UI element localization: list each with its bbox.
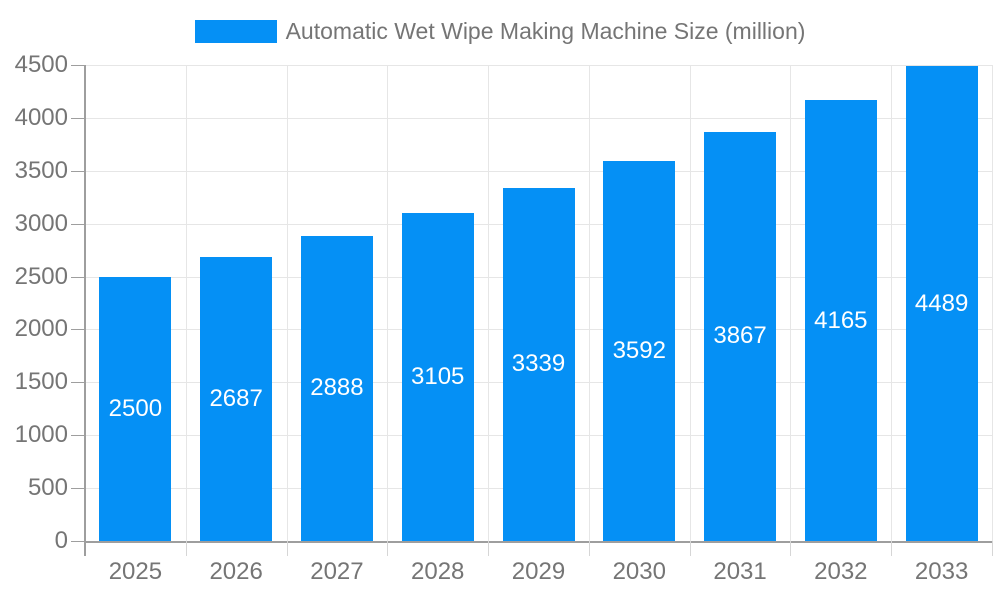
x-axis-tick bbox=[588, 541, 590, 556]
x-axis-label-2028: 2028 bbox=[411, 558, 465, 585]
legend-swatch-icon bbox=[194, 19, 277, 43]
y-axis-tick bbox=[71, 329, 85, 331]
bar-value-label-2031: 3867 bbox=[713, 322, 767, 350]
y-axis-label: 2000 bbox=[14, 315, 68, 343]
y-axis-tick bbox=[71, 435, 85, 437]
x-axis-tick bbox=[790, 541, 792, 556]
y-axis-tick bbox=[71, 488, 85, 490]
gridline-vertical bbox=[689, 65, 691, 541]
gridline-vertical bbox=[488, 65, 490, 541]
y-axis-tick bbox=[71, 276, 85, 278]
y-axis-tick bbox=[71, 382, 85, 384]
gridline-vertical bbox=[185, 65, 187, 541]
y-axis-label: 500 bbox=[27, 474, 68, 502]
bar-2027[interactable] bbox=[300, 235, 373, 541]
y-axis-tick bbox=[71, 170, 85, 172]
bar-2026[interactable] bbox=[200, 256, 273, 541]
x-axis-label-2025: 2025 bbox=[108, 558, 163, 585]
x-axis-tick bbox=[488, 541, 490, 556]
gridline-vertical bbox=[891, 65, 893, 541]
bar-2029[interactable] bbox=[502, 187, 575, 541]
x-axis-label-2033: 2033 bbox=[914, 558, 969, 585]
bar-value-label-2033: 4489 bbox=[914, 289, 969, 317]
y-axis-label: 1000 bbox=[14, 421, 68, 449]
y-axis-tick bbox=[71, 117, 85, 119]
y-axis-label: 0 bbox=[54, 527, 68, 554]
bar-2025[interactable] bbox=[99, 276, 172, 541]
x-axis-label-2029: 2029 bbox=[511, 558, 566, 585]
gridline-horizontal bbox=[85, 170, 992, 172]
x-axis-label-2032: 2032 bbox=[814, 558, 868, 585]
bar-value-label-2025: 2500 bbox=[108, 394, 163, 422]
x-axis-label-2027: 2027 bbox=[310, 558, 364, 585]
x-axis-tick bbox=[992, 541, 993, 556]
y-axis-line bbox=[84, 65, 86, 556]
x-axis-tick bbox=[891, 541, 893, 556]
x-axis-label-2026: 2026 bbox=[209, 558, 263, 585]
y-axis-tick bbox=[71, 223, 85, 225]
gridline-vertical bbox=[790, 65, 792, 541]
gridline-horizontal bbox=[85, 117, 992, 119]
x-axis-line bbox=[85, 541, 992, 543]
legend-label: Automatic Wet Wipe Making Machine Size (… bbox=[285, 17, 806, 44]
y-axis-label: 3000 bbox=[14, 209, 68, 237]
bar-value-label-2032: 4165 bbox=[814, 306, 868, 334]
bar-2028[interactable] bbox=[401, 212, 474, 541]
bar-2030[interactable] bbox=[603, 161, 676, 541]
y-axis-label: 2500 bbox=[14, 262, 68, 290]
chart-legend[interactable]: Automatic Wet Wipe Making Machine Size (… bbox=[0, 14, 1000, 48]
y-axis-label: 4000 bbox=[14, 103, 68, 131]
x-axis-tick bbox=[185, 541, 187, 556]
y-axis-label: 3500 bbox=[14, 156, 68, 184]
gridline-horizontal bbox=[85, 65, 992, 66]
bar-value-label-2029: 3339 bbox=[511, 350, 566, 378]
bar-2032[interactable] bbox=[804, 100, 877, 541]
y-axis-tick bbox=[71, 541, 85, 542]
bar-value-label-2028: 3105 bbox=[411, 362, 465, 390]
y-axis-tick bbox=[71, 65, 85, 66]
gridline-vertical bbox=[387, 65, 389, 541]
x-axis-label-2030: 2030 bbox=[612, 558, 666, 585]
bar-value-label-2030: 3592 bbox=[612, 337, 666, 365]
gridline-vertical bbox=[286, 65, 288, 541]
bar-value-label-2027: 2888 bbox=[310, 374, 364, 402]
y-axis-label: 1500 bbox=[14, 368, 68, 396]
x-axis-tick bbox=[387, 541, 389, 556]
x-axis-tick bbox=[286, 541, 288, 556]
bar-2031[interactable] bbox=[704, 131, 777, 541]
x-axis-tick bbox=[689, 541, 691, 556]
y-axis-label: 4500 bbox=[14, 51, 68, 78]
bar-2033[interactable] bbox=[905, 66, 978, 541]
x-axis-label-2031: 2031 bbox=[713, 558, 767, 585]
bar-value-label-2026: 2687 bbox=[209, 384, 263, 412]
gridline-vertical bbox=[588, 65, 590, 541]
gridline-vertical bbox=[992, 65, 993, 541]
